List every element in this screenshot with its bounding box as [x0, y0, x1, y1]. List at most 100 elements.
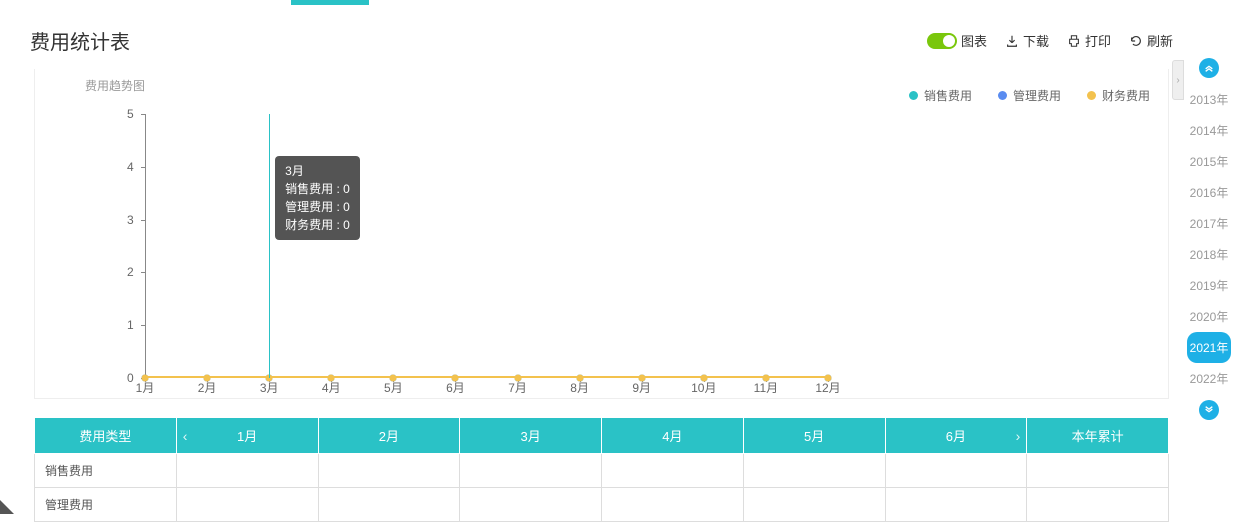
legend-label: 财务费用 [1102, 87, 1150, 104]
year-option[interactable]: 2014年 [1187, 115, 1231, 146]
legend-dot-icon [909, 91, 918, 100]
series-point[interactable] [638, 375, 645, 382]
year-option[interactable]: 2016年 [1187, 177, 1231, 208]
table-cell [176, 454, 318, 488]
table-cell [602, 454, 744, 488]
legend-label: 销售费用 [924, 87, 972, 104]
year-option[interactable]: 2020年 [1187, 301, 1231, 332]
tooltip-line: 管理费用 : 0 [285, 198, 350, 216]
series-point[interactable] [825, 375, 832, 382]
series-point[interactable] [452, 375, 459, 382]
chart-container: 费用趋势图 销售费用 管理费用 财务费用 0123451月2月3月4月5月6月7月8… [34, 69, 1169, 399]
page-title: 费用统计表 [30, 26, 130, 55]
series-point[interactable] [328, 375, 335, 382]
series-point[interactable] [762, 375, 769, 382]
chart-subtitle: 费用趋势图 [85, 77, 145, 94]
y-axis-label: 3 [127, 213, 134, 227]
series-point[interactable] [204, 375, 211, 382]
series-point[interactable] [514, 375, 521, 382]
table-cell [460, 454, 602, 488]
series-point[interactable] [700, 375, 707, 382]
year-option[interactable]: 2019年 [1187, 270, 1231, 301]
table-cell [743, 454, 885, 488]
y-tick-mark [141, 325, 145, 326]
year-option[interactable]: 2015年 [1187, 146, 1231, 177]
series-line [145, 376, 828, 378]
series-point[interactable] [576, 375, 583, 382]
col-header-month: 6月› [885, 418, 1027, 454]
table-cell [885, 454, 1027, 488]
table-cell [176, 488, 318, 522]
y-axis-label: 1 [127, 318, 134, 332]
table-cell [318, 454, 460, 488]
year-option[interactable]: 2021年 [1187, 332, 1231, 363]
year-rail-scroll-down[interactable] [1199, 400, 1219, 420]
chart-hover-line [269, 114, 270, 378]
col-header-total: 本年累计 [1027, 418, 1169, 454]
double-chevron-down-icon [1204, 403, 1214, 418]
refresh-button[interactable]: 刷新 [1129, 31, 1173, 50]
toggle-switch-icon [927, 33, 957, 49]
table-cell [602, 488, 744, 522]
table-cell [1027, 454, 1169, 488]
year-option[interactable]: 2017年 [1187, 208, 1231, 239]
active-tab-indicator [291, 0, 369, 5]
table-next-months-button[interactable]: › [1016, 428, 1021, 444]
chart-toggle[interactable]: 图表 [927, 31, 987, 50]
year-option[interactable]: 2022年 [1187, 363, 1231, 394]
series-point[interactable] [390, 375, 397, 382]
chart-legend: 销售费用 管理费用 财务费用 [909, 87, 1150, 104]
table-cell [1027, 488, 1169, 522]
year-option[interactable]: 2018年 [1187, 239, 1231, 270]
col-header-type: 费用类型 [35, 418, 177, 454]
download-button[interactable]: 下载 [1005, 31, 1049, 50]
tooltip-line: 财务费用 : 0 [285, 216, 350, 234]
year-rail-scroll-up[interactable] [1199, 58, 1219, 78]
legend-dot-icon [1087, 91, 1096, 100]
table-body: 销售费用管理费用 [35, 454, 1169, 522]
print-button[interactable]: 打印 [1067, 31, 1111, 50]
table-cell [460, 488, 602, 522]
refresh-label: 刷新 [1147, 31, 1173, 50]
col-header-month: 3月 [460, 418, 602, 454]
table-cell [885, 488, 1027, 522]
refresh-icon [1129, 34, 1143, 48]
table-cell [318, 488, 460, 522]
table-prev-months-button[interactable]: ‹ [183, 428, 188, 444]
corner-decoration [0, 500, 14, 514]
col-header-month: 2月 [318, 418, 460, 454]
y-axis-line [145, 114, 146, 378]
legend-item[interactable]: 管理费用 [998, 87, 1061, 104]
download-icon [1005, 34, 1019, 48]
header-actions: 图表 下载 打印 刷新 [927, 31, 1173, 50]
collapse-year-rail-button[interactable]: › [1172, 60, 1184, 100]
series-point[interactable] [142, 375, 149, 382]
table-row: 销售费用 [35, 454, 1169, 488]
main-panel: 费用统计表 图表 下载 打印 刷新 [24, 20, 1179, 514]
y-axis-label: 5 [127, 107, 134, 121]
y-axis-label: 4 [127, 160, 134, 174]
legend-item[interactable]: 财务费用 [1087, 87, 1150, 104]
legend-label: 管理费用 [1013, 87, 1061, 104]
tooltip-title: 3月 [285, 162, 350, 180]
chart-toggle-label: 图表 [961, 31, 987, 50]
tooltip-line: 销售费用 : 0 [285, 180, 350, 198]
row-label: 销售费用 [35, 454, 177, 488]
expense-table: 费用类型1月‹2月3月4月5月6月›本年累计 销售费用管理费用 [34, 417, 1169, 522]
y-tick-mark [141, 272, 145, 273]
double-chevron-up-icon [1204, 61, 1214, 76]
year-rail: 2013年2014年2015年2016年2017年2018年2019年2020年… [1187, 58, 1231, 420]
row-label: 管理费用 [35, 488, 177, 522]
chart-tooltip: 3月销售费用 : 0管理费用 : 0财务费用 : 0 [275, 156, 360, 240]
data-table-container: 费用类型1月‹2月3月4月5月6月›本年累计 销售费用管理费用 [34, 417, 1169, 522]
y-axis-label: 0 [127, 371, 134, 385]
legend-item[interactable]: 销售费用 [909, 87, 972, 104]
col-header-month: 5月 [743, 418, 885, 454]
print-icon [1067, 34, 1081, 48]
chart-plot-area[interactable]: 0123451月2月3月4月5月6月7月8月9月10月11月12月3月销售费用 … [145, 114, 828, 378]
chevron-right-icon: › [1176, 75, 1179, 86]
col-header-month: 4月 [602, 418, 744, 454]
year-option[interactable]: 2013年 [1187, 84, 1231, 115]
table-cell [743, 488, 885, 522]
y-axis-label: 2 [127, 265, 134, 279]
